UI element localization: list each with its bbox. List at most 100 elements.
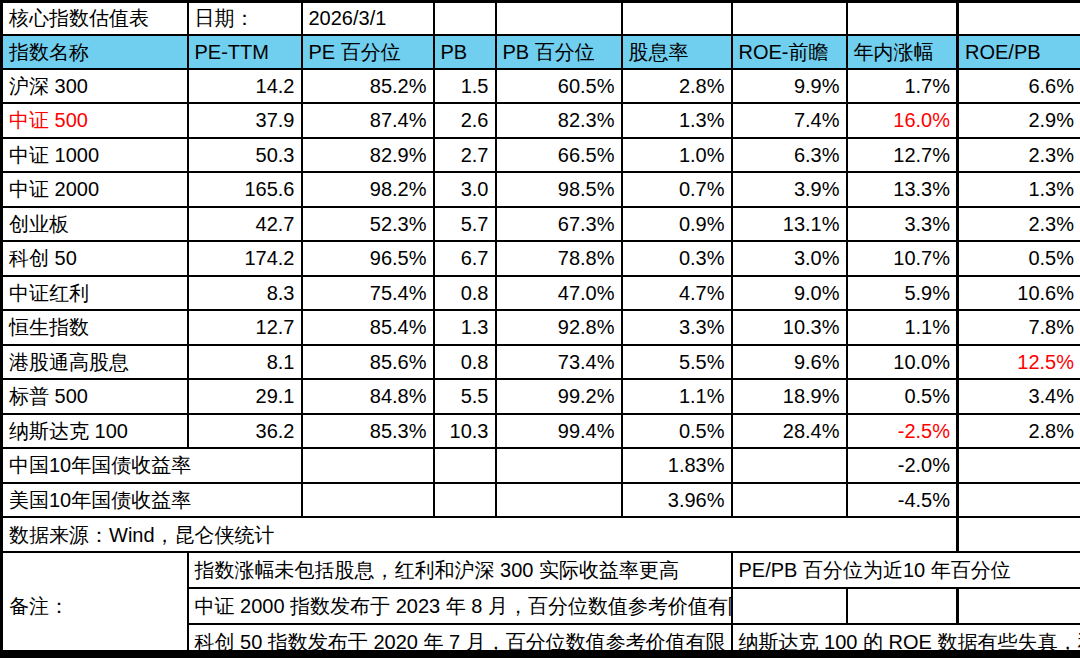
source-empty-cell[interactable] bbox=[958, 517, 1080, 552]
chinext-roe[interactable]: 13.1% bbox=[732, 207, 847, 242]
star50-roe[interactable]: 3.0% bbox=[732, 241, 847, 276]
zz1000-name[interactable]: 中证 1000 bbox=[2, 138, 188, 173]
title-empty-cell-4[interactable] bbox=[732, 2, 847, 35]
cn10y-empty-pb[interactable] bbox=[434, 448, 496, 483]
star50-pe-pct[interactable]: 96.5% bbox=[302, 241, 434, 276]
us10y-empty-pb-pct[interactable] bbox=[496, 483, 622, 518]
zz1000-roe[interactable]: 6.3% bbox=[732, 138, 847, 173]
chinext-name[interactable]: 创业板 bbox=[2, 207, 188, 242]
note2-empty-cell-2[interactable] bbox=[847, 588, 958, 624]
star50-pb-pct[interactable]: 78.8% bbox=[496, 241, 622, 276]
sp500-pb-pct[interactable]: 99.2% bbox=[496, 379, 622, 414]
dividend-index-pb-pct[interactable]: 47.0% bbox=[496, 276, 622, 311]
header-roe-pb[interactable]: ROE/PB bbox=[958, 35, 1080, 69]
us10y-empty-roepb[interactable] bbox=[958, 483, 1080, 518]
ggt-high-div-name[interactable]: 港股通高股息 bbox=[2, 345, 188, 380]
title-empty-cell-5[interactable] bbox=[847, 2, 958, 35]
zz1000-pb-pct[interactable]: 66.5% bbox=[496, 138, 622, 173]
cn10y-ytd[interactable]: -2.0% bbox=[847, 448, 958, 483]
sp500-ytd[interactable]: 0.5% bbox=[847, 379, 958, 414]
zz1000-pe-pct[interactable]: 82.9% bbox=[302, 138, 434, 173]
hs300-roe[interactable]: 9.9% bbox=[732, 69, 847, 104]
cn10y-empty-roepb[interactable] bbox=[958, 448, 1080, 483]
zz500-pb-pct[interactable]: 82.3% bbox=[496, 103, 622, 138]
header-ytd-change[interactable]: 年内涨幅 bbox=[847, 35, 958, 69]
hsi-pb[interactable]: 1.3 bbox=[434, 310, 496, 345]
chinext-pe[interactable]: 42.7 bbox=[188, 207, 302, 242]
zz500-div[interactable]: 1.3% bbox=[622, 103, 732, 138]
note2-empty-cell-1[interactable] bbox=[732, 588, 847, 624]
dividend-index-ytd[interactable]: 5.9% bbox=[847, 276, 958, 311]
date-label-cell[interactable]: 日期： bbox=[188, 2, 302, 35]
us10y-empty-pb[interactable] bbox=[434, 483, 496, 518]
zz1000-pb[interactable]: 2.7 bbox=[434, 138, 496, 173]
star50-ytd[interactable]: 10.7% bbox=[847, 241, 958, 276]
dividend-index-pb[interactable]: 0.8 bbox=[434, 276, 496, 311]
zz500-ytd[interactable]: 16.0% bbox=[847, 103, 958, 138]
zz500-pe[interactable]: 37.9 bbox=[188, 103, 302, 138]
hs300-pe-pct[interactable]: 85.2% bbox=[302, 69, 434, 104]
star50-div[interactable]: 0.3% bbox=[622, 241, 732, 276]
hsi-div[interactable]: 3.3% bbox=[622, 310, 732, 345]
note2-left-cell[interactable]: 中证 2000 指数发布于 2023 年 8 月，百分位数值参考价值有限 bbox=[188, 588, 732, 624]
sp500-pe[interactable]: 29.1 bbox=[188, 379, 302, 414]
ggt-high-div-pe[interactable]: 8.1 bbox=[188, 345, 302, 380]
cn10y-yield[interactable]: 1.83% bbox=[622, 448, 732, 483]
nasdaq100-name[interactable]: 纳斯达克 100 bbox=[2, 414, 188, 449]
zz2000-roe[interactable]: 3.9% bbox=[732, 172, 847, 207]
hs300-name[interactable]: 沪深 300 bbox=[2, 69, 188, 104]
nasdaq100-div[interactable]: 0.5% bbox=[622, 414, 732, 449]
nasdaq100-roepb[interactable]: 2.8% bbox=[958, 414, 1080, 449]
hsi-roepb[interactable]: 7.8% bbox=[958, 310, 1080, 345]
dividend-index-name[interactable]: 中证红利 bbox=[2, 276, 188, 311]
note2-empty-cell-3[interactable] bbox=[958, 588, 1080, 624]
sp500-roepb[interactable]: 3.4% bbox=[958, 379, 1080, 414]
cn10y-empty-pe-pct[interactable] bbox=[302, 448, 434, 483]
sp500-pe-pct[interactable]: 84.8% bbox=[302, 379, 434, 414]
hs300-pb-pct[interactable]: 60.5% bbox=[496, 69, 622, 104]
title-empty-cell-1[interactable] bbox=[434, 2, 496, 35]
sp500-roe[interactable]: 18.9% bbox=[732, 379, 847, 414]
nasdaq100-pe[interactable]: 36.2 bbox=[188, 414, 302, 449]
chinext-pb[interactable]: 5.7 bbox=[434, 207, 496, 242]
ggt-high-div-pb-pct[interactable]: 73.4% bbox=[496, 345, 622, 380]
ggt-high-div-roepb[interactable]: 12.5% bbox=[958, 345, 1080, 380]
zz2000-pb-pct[interactable]: 98.5% bbox=[496, 172, 622, 207]
zz2000-name[interactable]: 中证 2000 bbox=[2, 172, 188, 207]
dividend-index-div[interactable]: 4.7% bbox=[622, 276, 732, 311]
nasdaq100-ytd[interactable]: -2.5% bbox=[847, 414, 958, 449]
zz2000-roepb[interactable]: 1.3% bbox=[958, 172, 1080, 207]
data-source-cell[interactable]: 数据来源：Wind，昆仑侠统计 bbox=[2, 517, 958, 552]
chinext-pb-pct[interactable]: 67.3% bbox=[496, 207, 622, 242]
sp500-name[interactable]: 标普 500 bbox=[2, 379, 188, 414]
chinext-pe-pct[interactable]: 52.3% bbox=[302, 207, 434, 242]
note1-left-cell[interactable]: 指数涨幅未包括股息，红利和沪深 300 实际收益率更高 bbox=[188, 552, 732, 588]
date-value-cell[interactable]: 2026/3/1 bbox=[302, 2, 434, 35]
dividend-index-pe-pct[interactable]: 75.4% bbox=[302, 276, 434, 311]
hsi-name[interactable]: 恒生指数 bbox=[2, 310, 188, 345]
sp500-pb[interactable]: 5.5 bbox=[434, 379, 496, 414]
zz2000-pe[interactable]: 165.6 bbox=[188, 172, 302, 207]
title-empty-cell-3[interactable] bbox=[622, 2, 732, 35]
zz500-roe[interactable]: 7.4% bbox=[732, 103, 847, 138]
us10y-yield[interactable]: 3.96% bbox=[622, 483, 732, 518]
hs300-pe[interactable]: 14.2 bbox=[188, 69, 302, 104]
hs300-pb[interactable]: 1.5 bbox=[434, 69, 496, 104]
hs300-div[interactable]: 2.8% bbox=[622, 69, 732, 104]
zz2000-ytd[interactable]: 13.3% bbox=[847, 172, 958, 207]
nasdaq100-pe-pct[interactable]: 85.3% bbox=[302, 414, 434, 449]
hsi-pb-pct[interactable]: 92.8% bbox=[496, 310, 622, 345]
us10y-name[interactable]: 美国10年国债收益率 bbox=[2, 483, 302, 518]
header-pe-ttm[interactable]: PE-TTM bbox=[188, 35, 302, 69]
sp500-div[interactable]: 1.1% bbox=[622, 379, 732, 414]
notes-label-cell[interactable]: 备注： bbox=[2, 552, 188, 658]
hsi-ytd[interactable]: 1.1% bbox=[847, 310, 958, 345]
zz2000-div[interactable]: 0.7% bbox=[622, 172, 732, 207]
sheet-title-cell[interactable]: 核心指数估值表 bbox=[2, 2, 188, 35]
zz1000-roepb[interactable]: 2.3% bbox=[958, 138, 1080, 173]
hsi-roe[interactable]: 10.3% bbox=[732, 310, 847, 345]
chinext-roepb[interactable]: 2.3% bbox=[958, 207, 1080, 242]
header-dividend-yield[interactable]: 股息率 bbox=[622, 35, 732, 69]
header-pb-percentile[interactable]: PB 百分位 bbox=[496, 35, 622, 69]
us10y-empty-pe-pct[interactable] bbox=[302, 483, 434, 518]
